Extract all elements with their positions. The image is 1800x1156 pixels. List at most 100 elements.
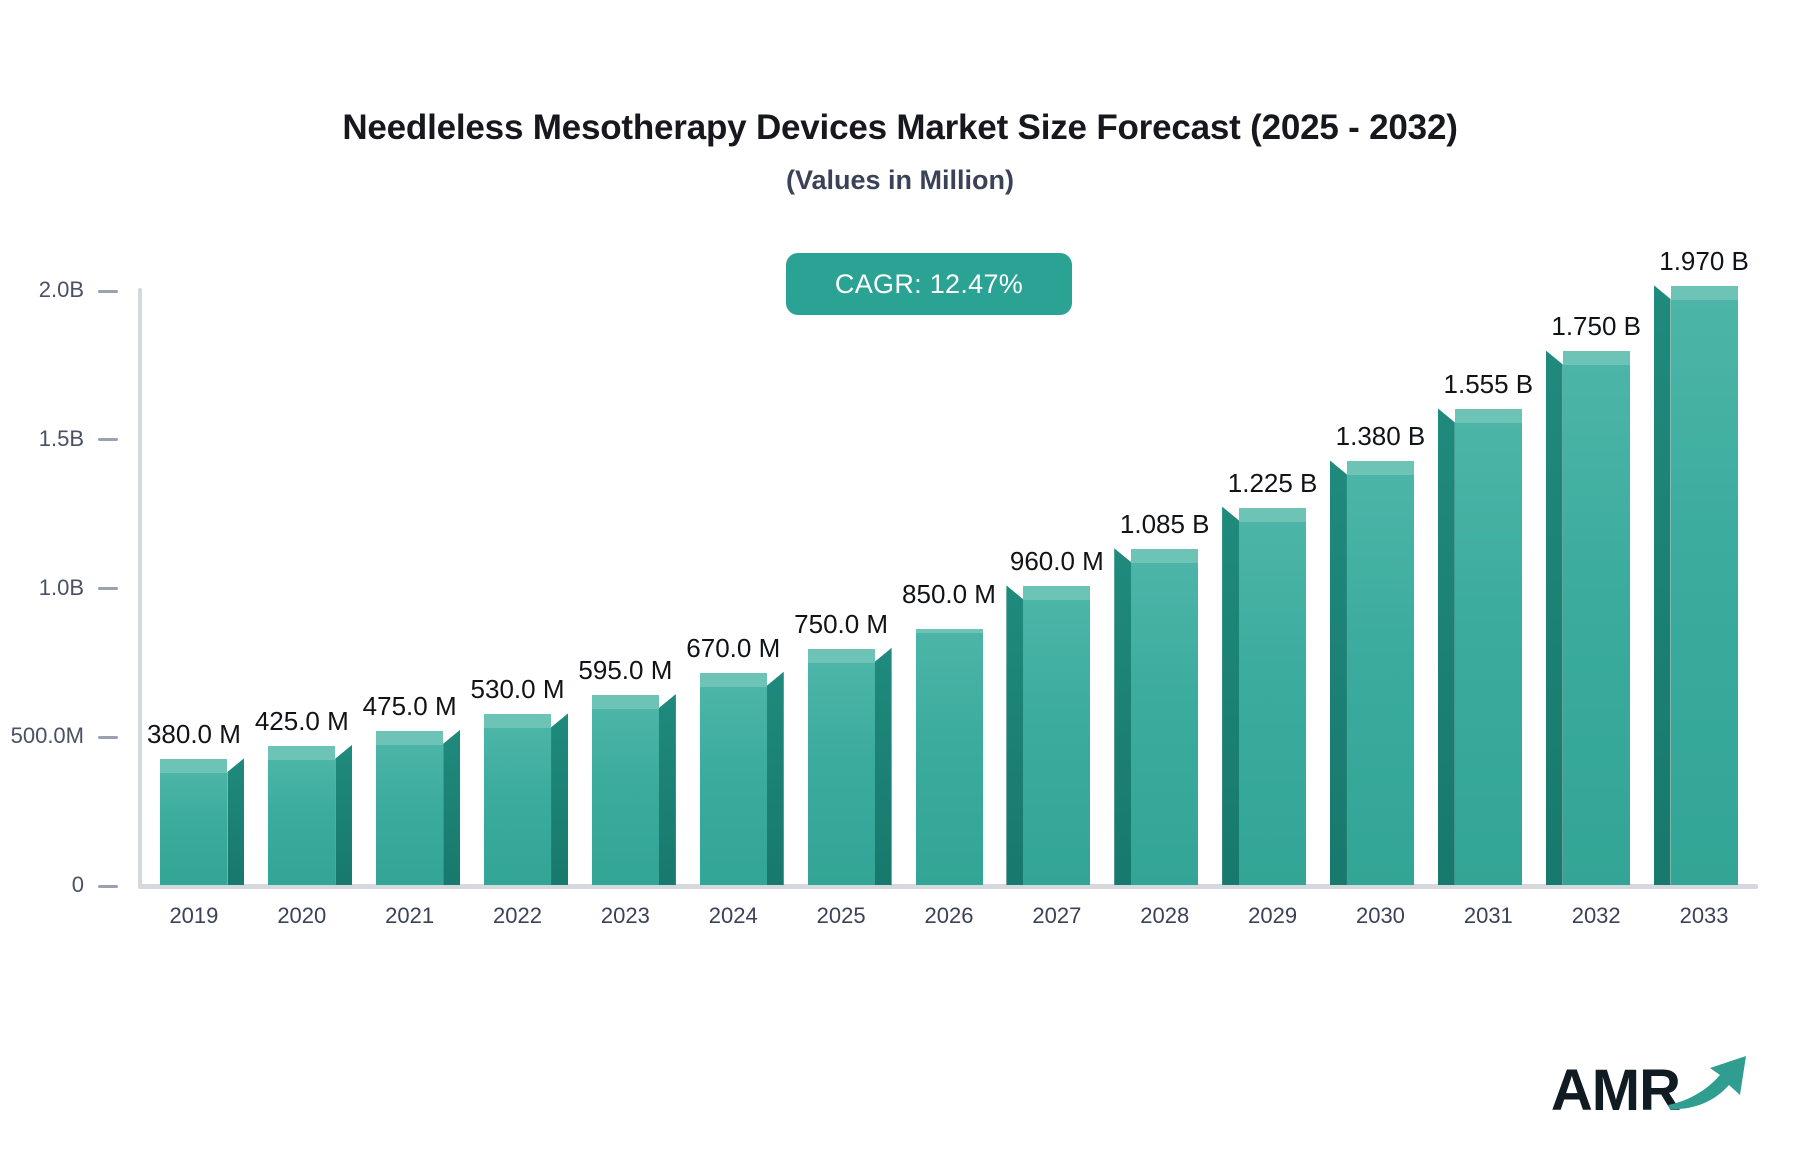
bar-front-face <box>484 727 552 885</box>
bar-front-face <box>1562 364 1630 885</box>
bar-front-face <box>1454 422 1522 885</box>
bar-value-label: 1.380 B <box>1335 421 1426 452</box>
bar[interactable]: 750.0 M <box>794 609 892 885</box>
bar-front-face <box>376 743 444 885</box>
y-axis-tick-label: 1.5B <box>38 425 84 451</box>
bar-side-face <box>1114 548 1132 885</box>
bar-top-face <box>160 758 228 773</box>
bar[interactable]: 670.0 M <box>686 633 784 885</box>
bar-front-face <box>1239 520 1307 885</box>
bar-value-label: 1.225 B <box>1227 467 1318 498</box>
y-axis-tick-label: 2.0B <box>38 277 84 302</box>
logo-text: AMR <box>1550 1058 1681 1123</box>
x-axis-tick-label: 2020 <box>277 903 327 928</box>
y-axis-tick: 0 <box>0 872 118 898</box>
bar-front-face <box>915 632 983 885</box>
bar-top-face <box>1670 285 1738 300</box>
bar[interactable]: 595.0 M <box>578 655 676 885</box>
bar-value-label: 850.0 M <box>902 579 996 610</box>
bar-side-face <box>1006 585 1024 885</box>
bar-top-face <box>807 648 875 663</box>
bar[interactable]: 850.0 M <box>902 579 996 885</box>
y-axis-tick-mark <box>98 587 118 591</box>
cagr-badge: CAGR: 12.47% <box>786 253 1072 315</box>
x-axis-tick-label: 2025 <box>816 903 866 928</box>
y-axis-tick: 500.0M <box>0 723 118 749</box>
x-axis-tick-label: 2022 <box>493 903 543 928</box>
y-axis-tick-mark <box>98 289 118 293</box>
x-axis-tick-label: 2027 <box>1032 903 1082 928</box>
y-axis-tick: 1.5B <box>0 426 118 452</box>
bar-front-face <box>160 771 228 885</box>
bar-side-face <box>766 671 784 885</box>
bar[interactable]: 1.225 B <box>1222 468 1317 885</box>
y-axis-tick: 1.0B <box>0 575 118 601</box>
x-axis-tick-label: 2024 <box>708 903 758 928</box>
bar-top-face <box>484 714 552 729</box>
bar-top-face <box>268 745 336 760</box>
bar-value-label: 960.0 M <box>1009 546 1104 577</box>
chart-title: Needleless Mesotherapy Devices Market Si… <box>342 108 1458 147</box>
bar-side-face <box>1545 350 1563 885</box>
bar-value-label: 530.0 M <box>470 674 565 705</box>
cagr-badge-label: CAGR: 12.47% <box>834 268 1024 299</box>
bar-value-label: 380.0 M <box>146 718 241 749</box>
bar-side-face <box>1222 506 1240 885</box>
y-axis-tick-mark <box>98 884 118 888</box>
y-axis-tick-mark <box>98 438 118 442</box>
bar-value-label: 1.085 B <box>1119 509 1210 540</box>
bar-front-face <box>268 758 336 885</box>
x-axis-tick-label: 2028 <box>1140 903 1190 928</box>
amr-logo: AMR <box>1551 1051 1752 1120</box>
y-axis-tick-label: 500.0M <box>10 723 84 749</box>
bar-side-face <box>1329 460 1347 885</box>
bar-front-face <box>1131 562 1199 885</box>
bar[interactable]: 1.555 B <box>1437 369 1533 885</box>
bar[interactable]: 1.380 B <box>1329 421 1425 885</box>
bar-side-face <box>658 694 676 885</box>
bar[interactable]: 475.0 M <box>363 691 461 885</box>
bar-value-label: 670.0 M <box>686 632 781 663</box>
bar-side-face <box>551 713 569 885</box>
bar-top-face <box>1239 507 1307 522</box>
bar-front-face <box>807 661 875 885</box>
bar-top-face <box>915 629 983 634</box>
y-axis-tick: 2.0B <box>0 277 118 303</box>
bar-value-label: 425.0 M <box>254 705 349 736</box>
bar-side-face <box>1437 408 1455 885</box>
bar-top-face <box>1562 351 1630 366</box>
bar[interactable]: 1.750 B <box>1545 311 1641 885</box>
chart-subtitle: (Values in Million) <box>785 165 1015 195</box>
bar-side-face <box>443 729 461 885</box>
bar-value-label: 1.970 B <box>1659 245 1749 276</box>
y-axis-tick-label: 1.0B <box>38 574 84 600</box>
bar[interactable]: 960.0 M <box>1006 546 1104 885</box>
bar-top-face <box>376 730 444 745</box>
bar-top-face <box>1131 549 1199 564</box>
x-axis-tick-label: 2023 <box>600 903 650 928</box>
bar-front-face <box>1023 599 1091 885</box>
x-axis-tick-label: 2019 <box>169 903 219 928</box>
bar-front-face <box>1670 298 1738 885</box>
bar[interactable]: 1.085 B <box>1114 509 1210 885</box>
bar[interactable]: 1.970 B <box>1653 246 1749 885</box>
bar[interactable]: 530.0 M <box>471 674 569 885</box>
y-axis-line <box>138 288 142 888</box>
bar-top-face <box>1023 586 1091 601</box>
bar-side-face <box>874 647 892 885</box>
x-axis-tick-label: 2031 <box>1463 903 1513 928</box>
x-axis-tick-label: 2030 <box>1355 903 1405 928</box>
bar-value-label: 595.0 M <box>578 655 673 685</box>
bar[interactable]: 425.0 M <box>255 706 353 885</box>
bar-top-face <box>1346 461 1414 476</box>
bar-value-label: 475.0 M <box>362 690 457 721</box>
bar[interactable]: 380.0 M <box>147 719 245 885</box>
x-axis-tick-label: 2026 <box>924 903 974 928</box>
x-axis-tick-label: 2029 <box>1248 903 1298 928</box>
bar-front-face <box>1346 474 1414 885</box>
bar-top-face <box>1454 409 1522 424</box>
bar-front-face <box>699 685 767 885</box>
bar-top-face <box>591 695 659 709</box>
bar-side-face <box>227 757 245 885</box>
